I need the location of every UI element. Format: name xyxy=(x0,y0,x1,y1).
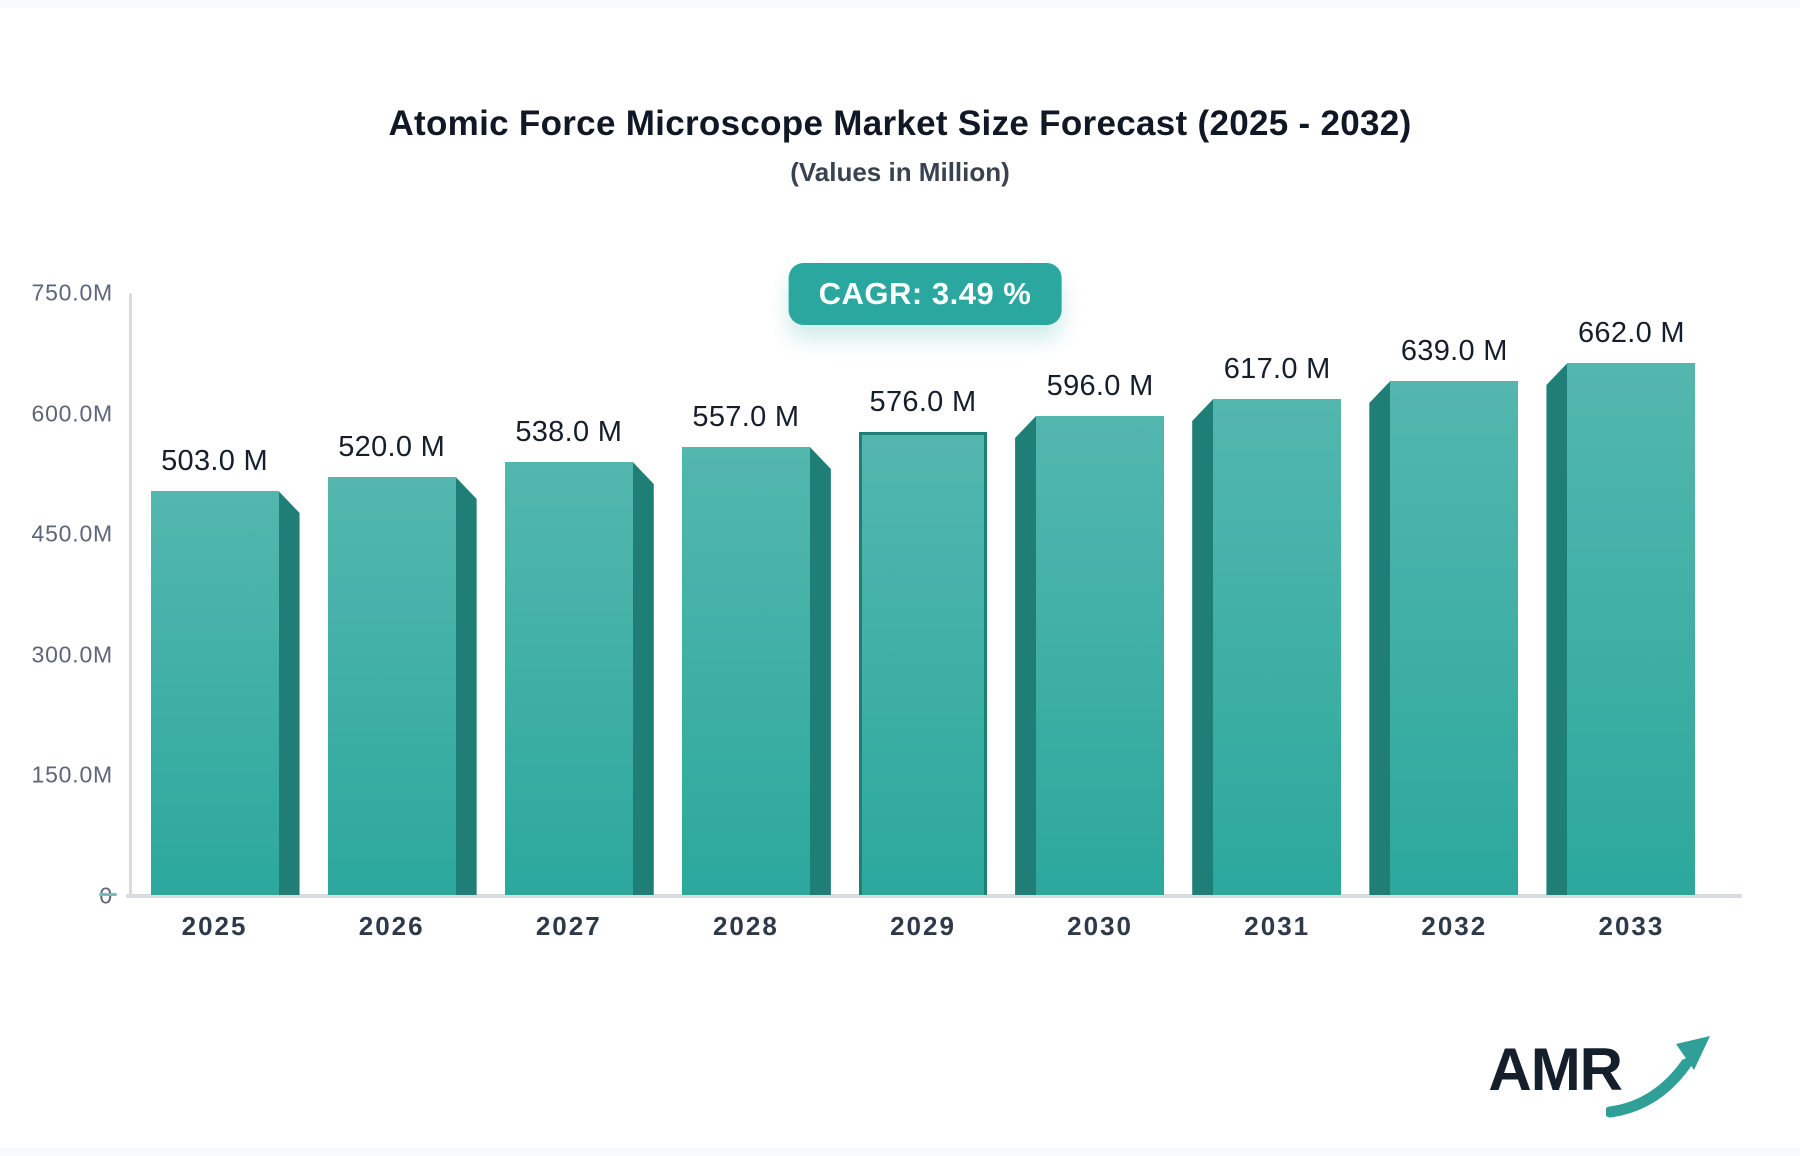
x-tick-label-2029: 2029 xyxy=(834,911,1011,942)
bar-face xyxy=(682,447,810,895)
bar-value-label: 520.0 M xyxy=(338,431,445,464)
bar-2027 xyxy=(505,462,654,895)
bar-3d-side xyxy=(279,491,300,895)
bar-value-label: 596.0 M xyxy=(1047,370,1154,403)
x-axis-tick-labels: 202520262027202820292030203120322033 xyxy=(126,911,1720,942)
x-tick-label-2027: 2027 xyxy=(480,911,657,942)
bar-3d-side xyxy=(456,477,477,895)
bar-value-label: 662.0 M xyxy=(1578,317,1685,350)
bar-3d-side xyxy=(1369,381,1390,895)
bar-2032 xyxy=(1369,381,1518,895)
chart-subtitle: (Values in Million) xyxy=(0,157,1800,188)
bar-face xyxy=(1390,381,1518,895)
bar-slot-2032: 639.0 M xyxy=(1366,293,1543,896)
y-tick-label-750: 750.0M xyxy=(8,280,113,307)
x-tick-label-2025: 2025 xyxy=(126,911,303,942)
x-tick-label-2032: 2032 xyxy=(1366,911,1543,942)
bar-value-label: 557.0 M xyxy=(692,401,799,434)
amr-logo-text: AMR xyxy=(1488,1040,1622,1100)
x-tick-label-2031: 2031 xyxy=(1189,911,1366,942)
x-tick-label-2033: 2033 xyxy=(1543,911,1720,942)
bar-face xyxy=(328,477,456,895)
zero-tick-mark xyxy=(99,893,117,896)
y-tick-label-450: 450.0M xyxy=(8,521,113,548)
bar-value-label: 538.0 M xyxy=(515,416,622,449)
y-tick-label-300: 300.0M xyxy=(8,641,113,668)
y-tick-label-600: 600.0M xyxy=(8,400,113,427)
growth-arrow-icon xyxy=(1606,1036,1710,1120)
y-tick-label-0: 0 xyxy=(8,883,113,910)
y-tick-label-150: 150.0M xyxy=(8,762,113,789)
chart-card: Atomic Force Microscope Market Size Fore… xyxy=(0,8,1800,1148)
bar-3d-side xyxy=(1192,399,1213,895)
bar-value-label: 503.0 M xyxy=(161,445,268,478)
bars-plot-area: 503.0 M 520.0 M 538.0 M 557.0 M 576.0 M 596.0… xyxy=(126,293,1720,896)
bar-3d-side xyxy=(1015,416,1036,895)
bar-slot-2031: 617.0 M xyxy=(1189,293,1366,896)
bar-slot-2029: 576.0 M xyxy=(834,293,1011,896)
x-tick-label-2030: 2030 xyxy=(1012,911,1189,942)
bar-value-label: 617.0 M xyxy=(1224,353,1331,386)
bar-3d-side xyxy=(810,447,831,895)
x-tick-label-2026: 2026 xyxy=(303,911,480,942)
bar-slot-2033: 662.0 M xyxy=(1543,293,1720,896)
bar-2030 xyxy=(1015,416,1164,895)
bar-2033 xyxy=(1546,363,1695,895)
bar-2031 xyxy=(1192,399,1341,895)
bar-slot-2030: 596.0 M xyxy=(1012,293,1189,896)
bar-value-label: 576.0 M xyxy=(870,386,977,419)
chart-title: Atomic Force Microscope Market Size Fore… xyxy=(0,104,1800,144)
bar-face xyxy=(151,491,279,895)
bar-2026 xyxy=(328,477,477,895)
bar-2028 xyxy=(682,447,831,895)
bar-face xyxy=(1036,416,1164,895)
bar-value-label: 639.0 M xyxy=(1401,335,1508,368)
bar-face xyxy=(1213,399,1341,895)
bar-face xyxy=(1567,363,1695,895)
bar-2029 xyxy=(859,432,987,895)
bar-3d-side xyxy=(633,462,654,895)
bar-face xyxy=(862,435,984,895)
bar-slot-2028: 557.0 M xyxy=(657,293,834,896)
bar-3d-side xyxy=(1546,363,1567,895)
bar-slot-2025: 503.0 M xyxy=(126,293,303,896)
bar-slot-2027: 538.0 M xyxy=(480,293,657,896)
bar-slot-2026: 520.0 M xyxy=(303,293,480,896)
amr-logo: AMR xyxy=(1488,1040,1710,1120)
bar-face xyxy=(505,462,633,895)
x-tick-label-2028: 2028 xyxy=(657,911,834,942)
bar-2025 xyxy=(151,491,300,895)
